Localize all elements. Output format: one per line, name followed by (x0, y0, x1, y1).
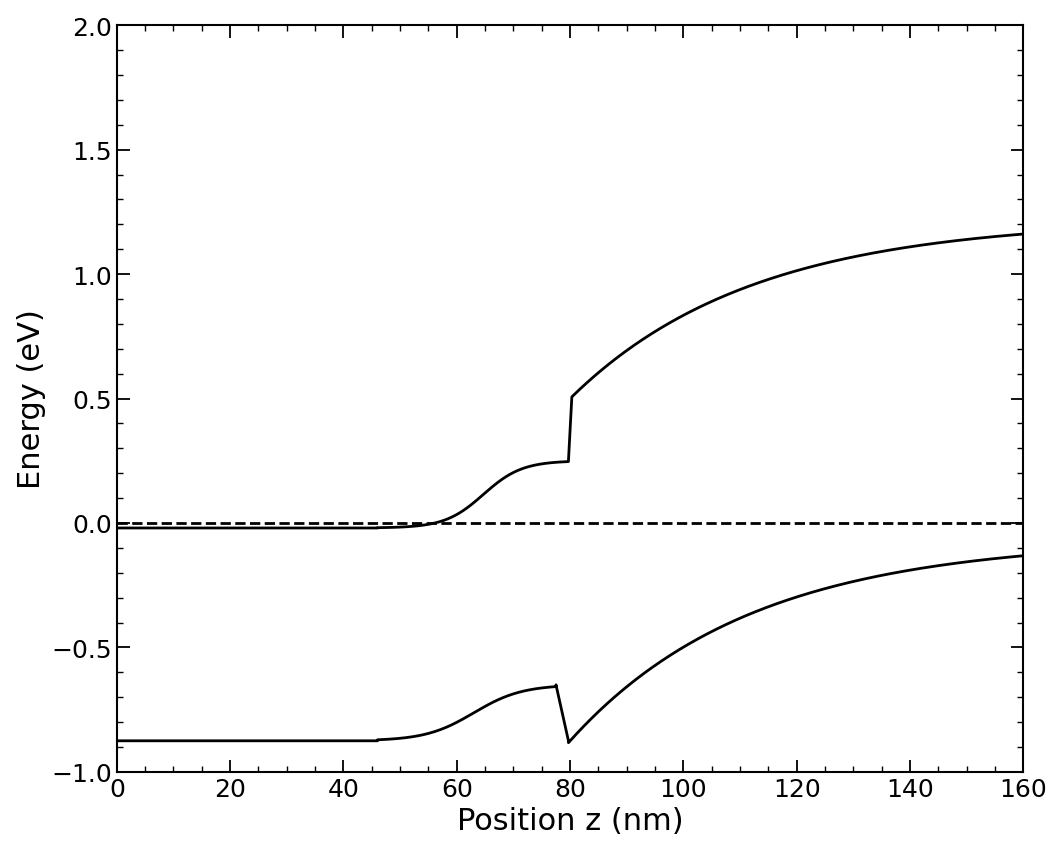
X-axis label: Position z (nm): Position z (nm) (456, 806, 683, 835)
Y-axis label: Energy (eV): Energy (eV) (17, 309, 46, 489)
